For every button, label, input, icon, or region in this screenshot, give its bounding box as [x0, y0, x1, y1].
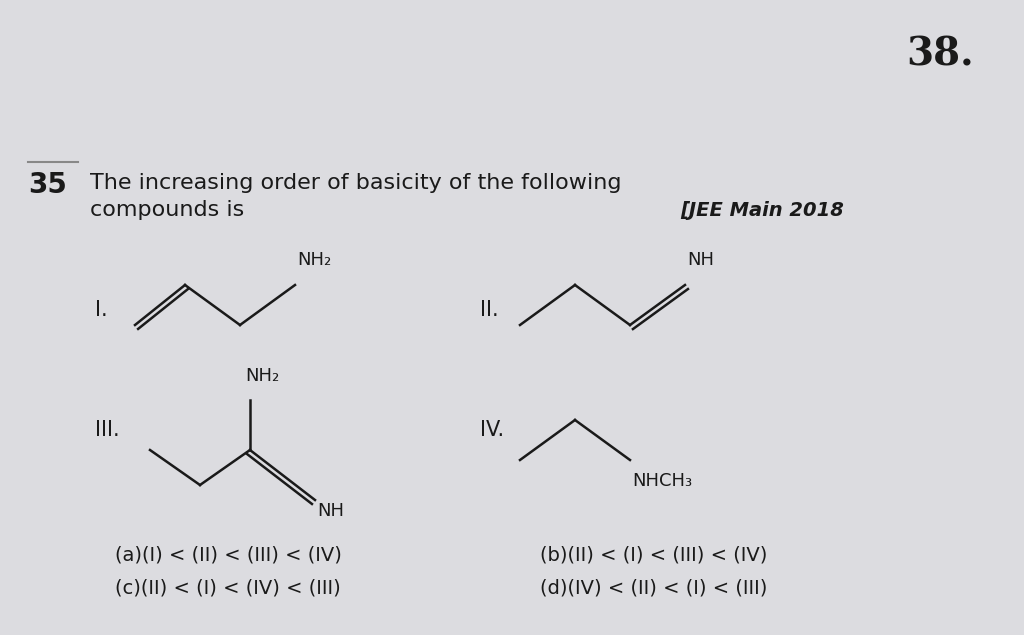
Text: (c)(II) < (I) < (IV) < (III): (c)(II) < (I) < (IV) < (III)	[115, 578, 341, 598]
Text: (a)(I) < (II) < (III) < (IV): (a)(I) < (II) < (III) < (IV)	[115, 545, 342, 565]
Text: NHCH₃: NHCH₃	[632, 472, 692, 490]
Text: 35: 35	[28, 171, 67, 199]
Text: NH: NH	[687, 251, 714, 269]
Text: (b)(II) < (I) < (III) < (IV): (b)(II) < (I) < (III) < (IV)	[540, 545, 767, 565]
Text: The increasing order of basicity of the following: The increasing order of basicity of the …	[90, 173, 622, 193]
Text: [JEE Main 2018: [JEE Main 2018	[680, 201, 844, 220]
Text: I.: I.	[95, 300, 108, 320]
Text: NH: NH	[317, 502, 344, 520]
Text: (d)(IV) < (II) < (I) < (III): (d)(IV) < (II) < (I) < (III)	[540, 578, 767, 598]
Text: NH₂: NH₂	[297, 251, 331, 269]
Text: NH₂: NH₂	[245, 367, 280, 385]
Text: III.: III.	[95, 420, 120, 440]
Text: IV.: IV.	[480, 420, 504, 440]
Text: compounds is: compounds is	[90, 200, 245, 220]
Text: II.: II.	[480, 300, 499, 320]
Text: 38.: 38.	[906, 36, 974, 74]
